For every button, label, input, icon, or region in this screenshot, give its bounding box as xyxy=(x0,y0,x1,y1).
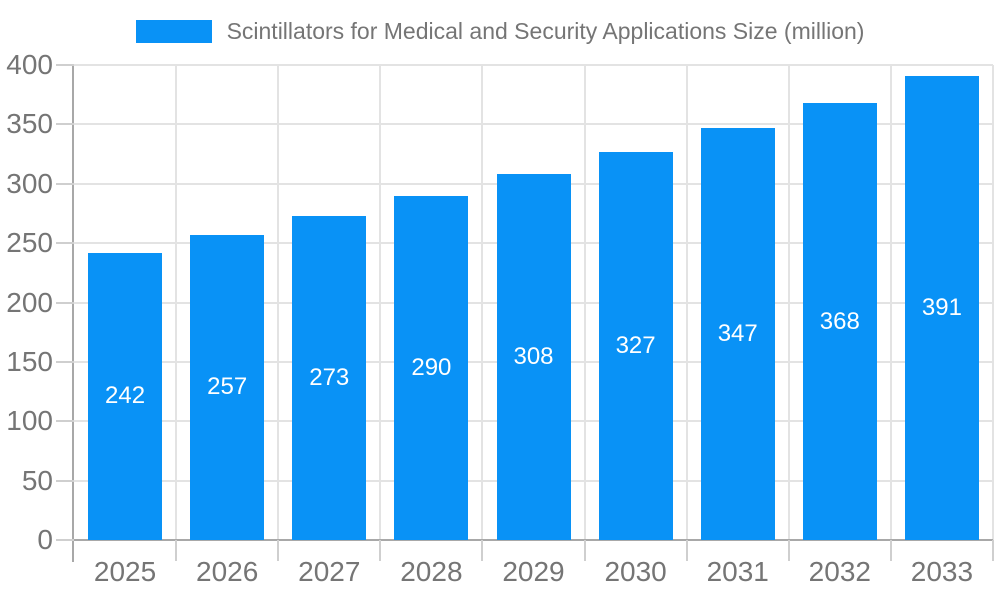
y-axis-label: 250 xyxy=(6,227,53,259)
bar-2027: 273 xyxy=(292,215,367,540)
bar-2031: 347 xyxy=(700,127,775,540)
y-axis-tick xyxy=(56,242,74,245)
bar-2029: 308 xyxy=(496,174,571,540)
bar-value-label: 290 xyxy=(411,353,452,381)
v-gridline xyxy=(583,65,586,540)
bar-value-label: 273 xyxy=(309,363,350,391)
x-axis-tick xyxy=(889,540,892,561)
y-axis-label: 150 xyxy=(6,345,53,377)
legend-swatch xyxy=(135,20,212,43)
x-axis-label: 2026 xyxy=(196,556,259,587)
bar-value-label: 368 xyxy=(819,307,860,335)
v-gridline xyxy=(379,65,382,540)
x-axis-tick xyxy=(583,540,586,561)
x-axis-tick xyxy=(277,540,280,561)
v-gridline xyxy=(685,65,688,540)
x-axis-label: 2032 xyxy=(808,556,871,587)
y-axis-tick xyxy=(56,64,74,66)
x-axis-tick xyxy=(787,540,790,561)
y-axis-tick xyxy=(56,479,74,482)
bar-value-label: 257 xyxy=(207,373,248,401)
x-axis-tick xyxy=(379,540,382,561)
bar-2033: 391 xyxy=(904,75,979,540)
chart-legend: Scintillators for Medical and Security A… xyxy=(0,18,1000,45)
y-axis-label: 100 xyxy=(6,405,53,437)
bar-value-label: 242 xyxy=(105,382,146,410)
y-axis-line xyxy=(72,64,74,562)
y-axis-tick xyxy=(56,182,74,185)
bar-2030: 327 xyxy=(598,151,673,540)
bar-2025: 242 xyxy=(88,252,163,540)
y-axis-label: 0 xyxy=(37,524,53,555)
x-axis-tick xyxy=(992,540,994,561)
x-axis-label: 2031 xyxy=(706,556,769,587)
x-axis-label: 2033 xyxy=(910,556,974,587)
h-gridline xyxy=(74,123,993,126)
bar-value-label: 327 xyxy=(615,331,656,359)
x-axis-tick xyxy=(175,540,178,561)
y-axis-tick xyxy=(56,301,74,304)
v-gridline xyxy=(175,65,178,540)
h-gridline xyxy=(74,64,993,66)
v-gridline xyxy=(787,65,790,540)
x-axis-label: 2028 xyxy=(400,556,463,587)
y-axis-tick xyxy=(56,123,74,126)
x-axis-label: 2030 xyxy=(604,556,667,587)
v-gridline xyxy=(277,65,280,540)
v-gridline xyxy=(481,65,484,540)
y-axis-tick xyxy=(56,360,74,363)
x-axis-label: 2027 xyxy=(298,556,361,587)
x-axis-tick xyxy=(685,540,688,561)
x-axis-line xyxy=(74,539,993,541)
v-gridline xyxy=(992,65,994,540)
y-axis-label: 350 xyxy=(6,108,53,140)
y-axis-tick xyxy=(56,539,74,541)
bar-value-label: 347 xyxy=(717,319,758,347)
bar-value-label: 391 xyxy=(921,293,962,321)
y-axis-label: 300 xyxy=(6,167,53,199)
y-axis-label: 50 xyxy=(21,464,53,496)
bar-2032: 368 xyxy=(802,103,877,540)
legend-label: Scintillators for Medical and Security A… xyxy=(226,18,865,44)
x-axis-label: 2025 xyxy=(93,556,157,587)
x-axis-tick xyxy=(481,540,484,561)
y-axis-tick xyxy=(56,420,74,423)
bar-2028: 290 xyxy=(394,195,469,540)
v-gridline xyxy=(889,65,892,540)
bar-value-label: 308 xyxy=(513,343,554,371)
y-axis-label: 200 xyxy=(6,286,53,318)
bar-2026: 257 xyxy=(190,234,265,540)
x-axis-label: 2029 xyxy=(502,556,565,587)
y-axis-label: 400 xyxy=(6,49,53,80)
